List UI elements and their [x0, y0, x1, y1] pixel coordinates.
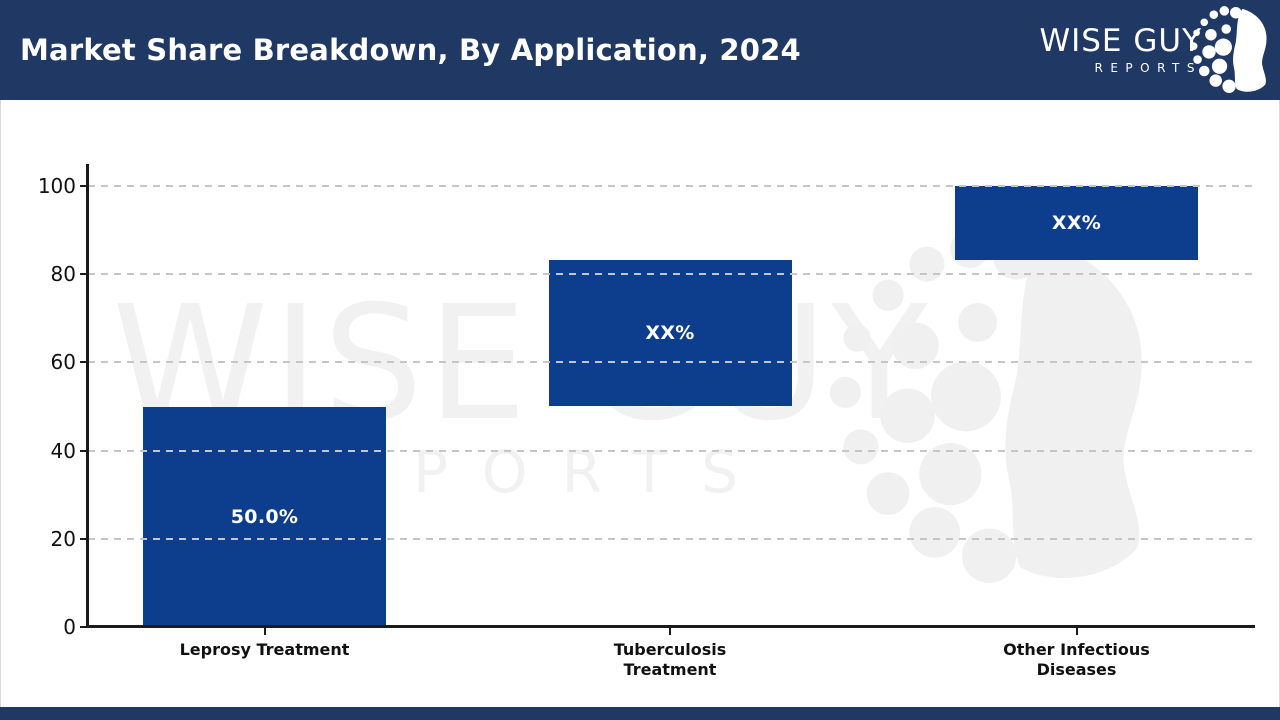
x-tick-0	[263, 628, 266, 635]
footer-bar	[0, 707, 1280, 720]
y-tick-0	[80, 626, 87, 628]
logo-text: WISE GUY REPORTS	[1039, 24, 1202, 76]
bar-leprosy-treatment: 50.0%	[143, 406, 386, 627]
x-category-label-other-infectious: Other Infectious Diseases	[1003, 640, 1150, 679]
y-axis-line	[86, 164, 89, 628]
header-bar: Market Share Breakdown, By Application, …	[0, 0, 1280, 100]
bar-value-label: XX%	[645, 322, 695, 345]
bar-value-label: XX%	[1051, 211, 1102, 234]
page-title: Market Share Breakdown, By Application, …	[20, 33, 801, 67]
y-tick-label-0: 0	[63, 615, 76, 639]
y-tick-label-40: 40	[50, 438, 76, 463]
gridline-100	[88, 185, 1254, 187]
bar-other-infectious: XX%	[955, 186, 1198, 260]
logo-face-icon	[1189, 6, 1267, 93]
gridline-20	[88, 537, 1254, 540]
x-axis-line	[86, 625, 1255, 628]
logo: WISE GUY REPORTS	[1039, 4, 1274, 96]
y-tick-label-20: 20	[50, 526, 76, 551]
gridline-80	[88, 273, 1254, 276]
y-tick-60	[80, 361, 87, 364]
x-tick-2	[1075, 628, 1078, 635]
logo-name: WISE GUY	[1039, 23, 1202, 59]
x-tick-1	[669, 628, 671, 635]
y-tick-80	[80, 273, 87, 276]
y-tick-100	[80, 185, 87, 187]
x-category-label-tuberculosis: Tuberculosis Treatment	[613, 640, 727, 679]
y-tick-label-100: 100	[37, 174, 76, 198]
x-category-label-leprosy-treatment: Leprosy Treatment	[179, 640, 350, 659]
y-tick-label-80: 80	[50, 262, 76, 287]
bar-tuberculosis: XX%	[548, 259, 792, 407]
bar-value-label: 50.0%	[230, 505, 299, 528]
y-tick-20	[80, 537, 87, 540]
logo-subtitle: REPORTS	[1094, 61, 1202, 75]
gridline-60	[88, 361, 1254, 364]
y-tick-label-60: 60	[50, 350, 76, 375]
gridline-40	[88, 449, 1254, 452]
y-tick-40	[80, 449, 87, 452]
